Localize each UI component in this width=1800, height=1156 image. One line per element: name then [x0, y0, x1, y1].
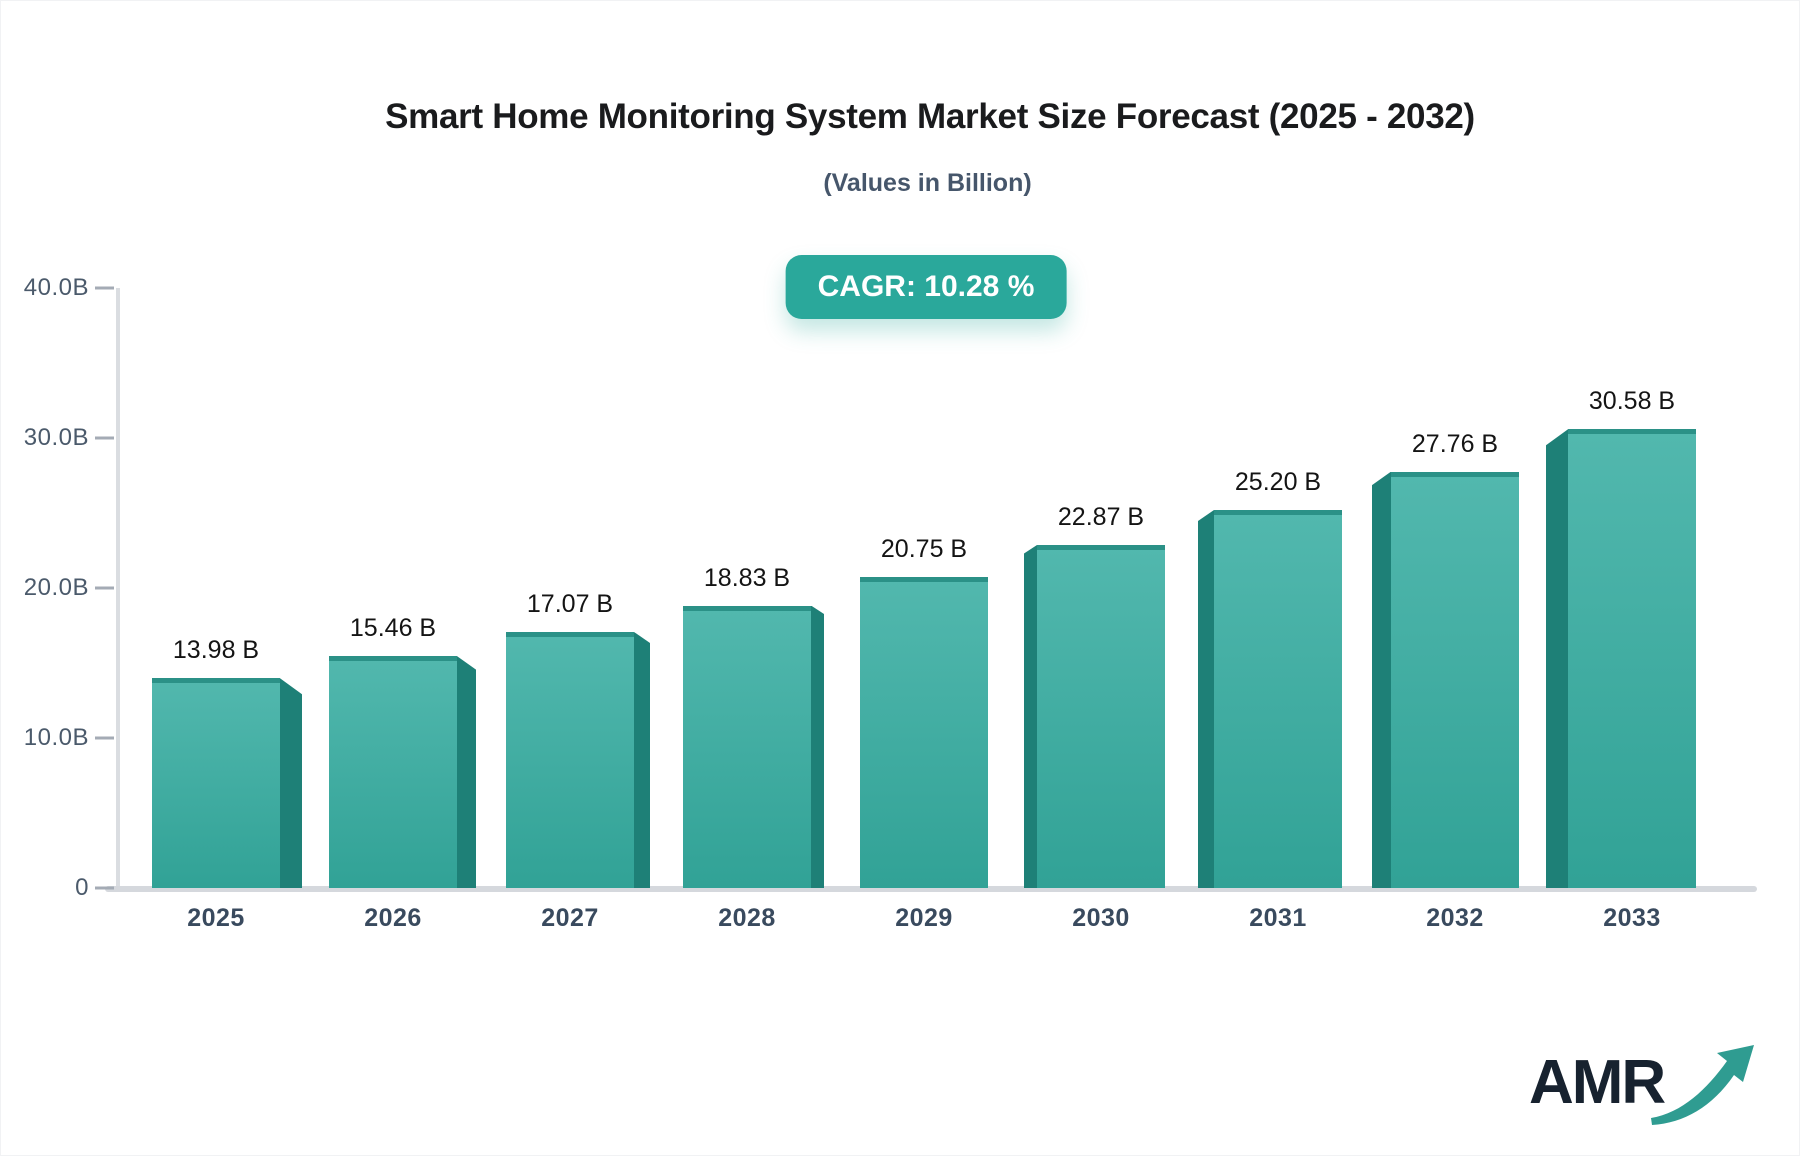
y-tick-dash: [95, 286, 114, 290]
bar-2030: [1037, 544, 1165, 888]
bar-top-edge: [1391, 471, 1519, 477]
bar-side-2026: [457, 656, 476, 888]
bar-top-edge: [860, 576, 988, 582]
cagr-badge: CAGR: 10.28 %: [785, 255, 1067, 319]
bar-value-label: 20.75 B: [880, 534, 968, 563]
x-tick-label-2029: 2029: [895, 904, 953, 932]
x-tick-label-2026: 2026: [364, 904, 422, 932]
x-tick-label-2033: 2033: [1603, 904, 1661, 932]
bar-side-2033: [1546, 429, 1568, 888]
bar-side-2028: [811, 605, 824, 888]
bar-top-edge: [683, 605, 811, 611]
bar-2025: [152, 678, 280, 888]
bar-2033: [1568, 429, 1696, 888]
x-tick-label-2030: 2030: [1072, 904, 1130, 932]
y-tick-dash: [95, 736, 114, 740]
bar-side-2025: [280, 678, 302, 888]
bar-value-label: 30.58 B: [1588, 387, 1676, 416]
x-tick-label-2027: 2027: [541, 904, 599, 932]
bar-2032: [1391, 471, 1519, 888]
chart-title: Smart Home Monitoring System Market Size…: [385, 97, 1475, 136]
bar-side-2032: [1372, 471, 1391, 888]
y-tick-label: 20.0B: [23, 574, 89, 601]
bar-top-edge: [152, 678, 280, 684]
x-axis-line: [105, 886, 1757, 892]
y-tick-dash: [95, 436, 114, 440]
bar-2031: [1214, 510, 1342, 888]
bar-2026: [329, 656, 457, 888]
amr-logo-text: AMR: [1529, 1048, 1666, 1117]
x-tick-label-2025: 2025: [187, 904, 245, 932]
bar-value-label: 25.20 B: [1234, 468, 1322, 496]
y-axis-line: [116, 288, 120, 890]
bar-value-label: 27.76 B: [1411, 429, 1499, 458]
bar-value-label: 22.87 B: [1057, 502, 1145, 531]
bar-top-edge: [1568, 429, 1696, 435]
bar-top-edge: [1214, 510, 1342, 515]
bar-value-label: 13.98 B: [172, 636, 260, 665]
y-tick-label: 10.0B: [23, 724, 89, 751]
bar-value-label: 18.83 B: [703, 563, 791, 592]
y-tick-label: 0: [75, 874, 89, 901]
y-tick-dash: [95, 886, 114, 890]
bar-top-edge: [506, 631, 634, 637]
bar-value-label: 15.46 B: [349, 614, 437, 643]
bar-value-label: 17.07 B: [526, 589, 614, 618]
x-tick-label-2028: 2028: [718, 904, 776, 932]
bar-top-edge: [329, 656, 457, 662]
bar-2028: [683, 605, 811, 888]
bar-2027: [506, 631, 634, 888]
bar-side-2030: [1024, 544, 1037, 888]
amr-logo: AMR: [1529, 1033, 1754, 1143]
bar-top-edge: [1037, 544, 1165, 550]
y-tick-label: 40.0B: [23, 274, 89, 301]
y-tick-dash: [95, 586, 114, 590]
bar-side-2031: [1198, 510, 1214, 888]
y-tick-label: 30.0B: [23, 424, 89, 451]
x-tick-label-2032: 2032: [1426, 904, 1484, 932]
x-tick-label-2031: 2031: [1249, 904, 1307, 932]
bar-side-2027: [634, 631, 650, 888]
bar-2029: [860, 576, 988, 888]
growth-arrow-icon: [1651, 1045, 1754, 1125]
chart-subtitle: (Values in Billion): [823, 169, 1032, 197]
